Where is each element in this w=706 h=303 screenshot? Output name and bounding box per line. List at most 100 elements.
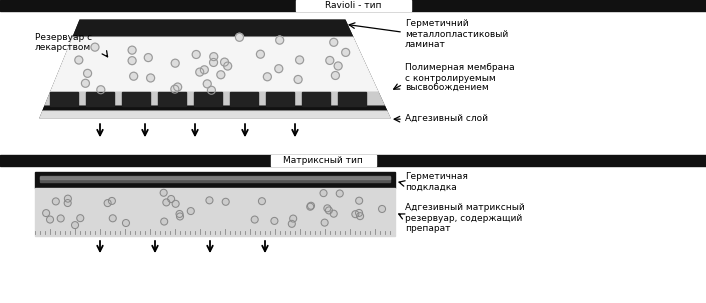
Bar bbox=[158, 92, 186, 106]
Text: Полимерная мембрана
с контролируемым
высвобождением: Полимерная мембрана с контролируемым выс… bbox=[405, 63, 515, 93]
Circle shape bbox=[357, 213, 364, 220]
Circle shape bbox=[224, 62, 232, 70]
Circle shape bbox=[220, 58, 229, 66]
Circle shape bbox=[356, 197, 363, 204]
Circle shape bbox=[144, 54, 152, 62]
Polygon shape bbox=[45, 92, 385, 106]
Polygon shape bbox=[73, 20, 353, 37]
Circle shape bbox=[201, 66, 208, 74]
Circle shape bbox=[176, 211, 183, 218]
Circle shape bbox=[330, 38, 337, 46]
Circle shape bbox=[222, 198, 229, 205]
Circle shape bbox=[334, 62, 342, 70]
Circle shape bbox=[81, 79, 90, 87]
Circle shape bbox=[325, 56, 334, 65]
Circle shape bbox=[75, 56, 83, 64]
Circle shape bbox=[330, 210, 337, 217]
Circle shape bbox=[275, 65, 283, 73]
Bar bbox=[35, 188, 395, 236]
Circle shape bbox=[167, 195, 174, 202]
Circle shape bbox=[275, 36, 284, 44]
Circle shape bbox=[289, 215, 297, 222]
Circle shape bbox=[171, 59, 179, 67]
Bar bbox=[0, 0, 706, 11]
Circle shape bbox=[130, 72, 138, 80]
Circle shape bbox=[122, 219, 129, 227]
Circle shape bbox=[321, 219, 328, 226]
Circle shape bbox=[356, 209, 363, 216]
Circle shape bbox=[256, 50, 265, 58]
Circle shape bbox=[42, 210, 49, 217]
Text: Резервуар с
лекарством: Резервуар с лекарством bbox=[35, 32, 92, 52]
Circle shape bbox=[294, 75, 302, 83]
Bar bbox=[40, 176, 390, 179]
Circle shape bbox=[104, 200, 111, 207]
Circle shape bbox=[163, 199, 170, 206]
Polygon shape bbox=[40, 111, 390, 118]
Bar bbox=[50, 92, 78, 106]
Circle shape bbox=[91, 43, 99, 51]
Circle shape bbox=[336, 190, 343, 197]
Text: Герметичний
металлопластиковый
ламинат: Герметичний металлопластиковый ламинат bbox=[405, 19, 508, 49]
Text: Адгезивный матриксный
резервуар, содержащий
препарат: Адгезивный матриксный резервуар, содержа… bbox=[405, 203, 525, 233]
Circle shape bbox=[296, 56, 304, 64]
Circle shape bbox=[306, 203, 313, 210]
Bar bbox=[230, 92, 258, 106]
Circle shape bbox=[128, 57, 136, 65]
Text: Матриксный тип: Матриксный тип bbox=[283, 156, 363, 165]
Circle shape bbox=[109, 215, 116, 222]
Circle shape bbox=[378, 205, 385, 212]
Bar bbox=[296, 0, 410, 11]
Circle shape bbox=[174, 83, 181, 91]
Bar bbox=[122, 92, 150, 106]
Circle shape bbox=[196, 68, 204, 76]
Circle shape bbox=[331, 72, 340, 79]
Circle shape bbox=[288, 220, 295, 227]
Circle shape bbox=[263, 73, 271, 81]
Circle shape bbox=[128, 46, 136, 54]
Circle shape bbox=[208, 86, 215, 94]
Bar bbox=[302, 92, 330, 106]
Circle shape bbox=[217, 71, 225, 79]
Text: Ravioli - тип: Ravioli - тип bbox=[325, 1, 381, 10]
Circle shape bbox=[97, 86, 104, 94]
Circle shape bbox=[176, 213, 184, 220]
Circle shape bbox=[47, 216, 54, 223]
Bar bbox=[0, 155, 706, 166]
Polygon shape bbox=[51, 37, 378, 92]
Bar bbox=[338, 92, 366, 106]
Circle shape bbox=[210, 58, 217, 66]
Circle shape bbox=[203, 80, 211, 88]
Circle shape bbox=[324, 205, 331, 212]
Polygon shape bbox=[40, 20, 390, 118]
Circle shape bbox=[57, 215, 64, 222]
Circle shape bbox=[192, 51, 201, 58]
Circle shape bbox=[325, 207, 333, 214]
Circle shape bbox=[236, 33, 244, 41]
Bar bbox=[40, 177, 390, 182]
Circle shape bbox=[271, 218, 278, 225]
Text: Герметичная
подкладка: Герметичная подкладка bbox=[405, 172, 468, 192]
Circle shape bbox=[161, 218, 168, 225]
Polygon shape bbox=[43, 106, 387, 111]
Circle shape bbox=[342, 48, 349, 56]
Circle shape bbox=[258, 198, 265, 205]
Circle shape bbox=[83, 69, 92, 77]
Bar bbox=[86, 92, 114, 106]
Circle shape bbox=[187, 208, 194, 215]
Circle shape bbox=[251, 216, 258, 223]
Bar bbox=[35, 172, 395, 188]
Text: Адгезивный слой: Адгезивный слой bbox=[405, 114, 488, 123]
Circle shape bbox=[71, 221, 78, 228]
Circle shape bbox=[109, 198, 115, 205]
Circle shape bbox=[352, 211, 359, 218]
Circle shape bbox=[172, 200, 179, 207]
Circle shape bbox=[64, 195, 71, 202]
Bar bbox=[194, 92, 222, 106]
Circle shape bbox=[160, 189, 167, 196]
Circle shape bbox=[52, 198, 59, 205]
Circle shape bbox=[210, 53, 217, 61]
Circle shape bbox=[171, 85, 179, 93]
Circle shape bbox=[320, 190, 327, 197]
Circle shape bbox=[308, 202, 314, 209]
